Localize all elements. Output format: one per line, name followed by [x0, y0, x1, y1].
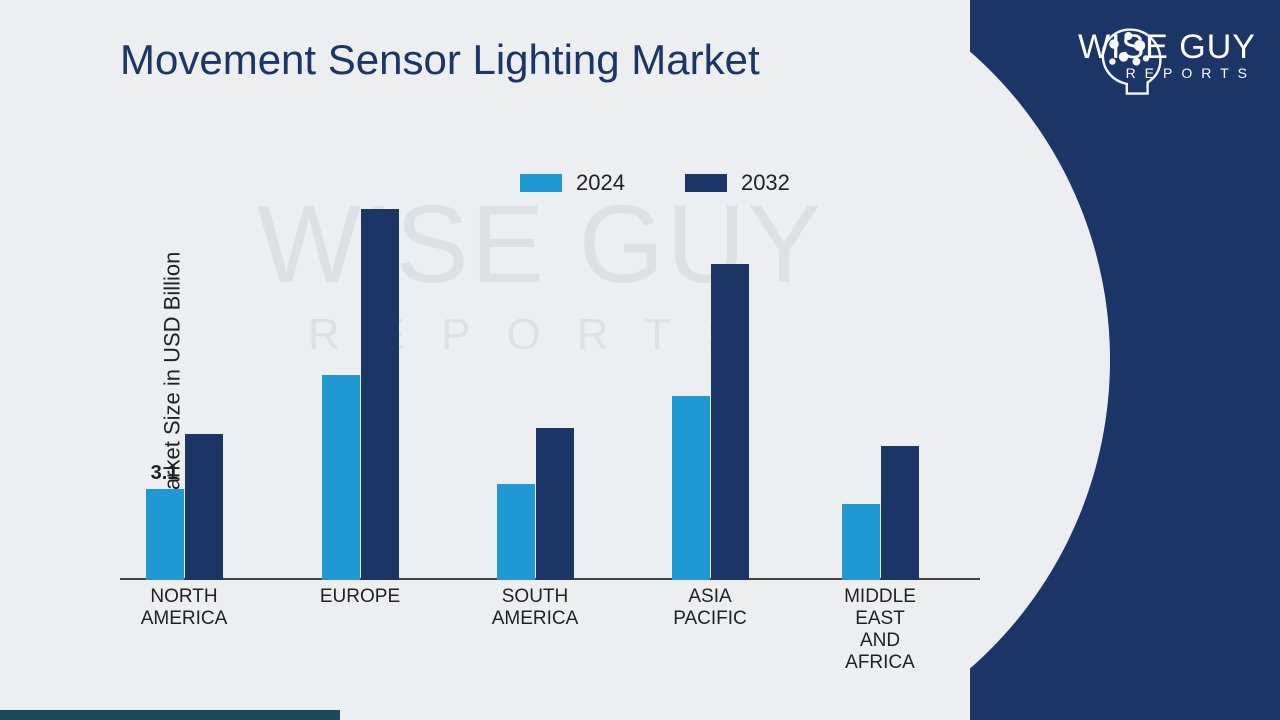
bar — [711, 264, 749, 580]
x-axis-label: MIDDLEEASTANDAFRICA — [810, 586, 950, 673]
legend-item: 2032 — [685, 170, 790, 196]
bottom-accent-bar — [0, 710, 340, 720]
bar — [842, 504, 880, 580]
x-axis-label: NORTHAMERICA — [114, 586, 254, 630]
bar — [361, 209, 399, 580]
bar — [536, 428, 574, 580]
chart-title: Movement Sensor Lighting Market — [120, 36, 760, 84]
brand-logo: WISE GUY REPORTS — [1078, 28, 1256, 81]
legend-swatch — [520, 174, 562, 192]
bar-value-label: 3.1 — [151, 462, 179, 485]
bar — [322, 375, 360, 580]
x-axis-label: SOUTHAMERICA — [465, 586, 605, 630]
bar-chart: 3.1 — [120, 200, 980, 580]
bar — [672, 396, 710, 580]
x-axis-label: EUROPE — [290, 586, 430, 608]
legend-item: 2024 — [520, 170, 625, 196]
legend-label: 2032 — [741, 170, 790, 196]
legend: 2024 2032 — [520, 170, 790, 196]
bar — [881, 446, 919, 580]
brand-line1: WISE GUY — [1078, 28, 1256, 67]
legend-label: 2024 — [576, 170, 625, 196]
bar — [497, 484, 535, 580]
legend-swatch — [685, 174, 727, 192]
x-axis-label: ASIAPACIFIC — [640, 586, 780, 630]
brand-line2: REPORTS — [1078, 65, 1256, 81]
bar — [185, 434, 223, 580]
bar — [146, 489, 184, 580]
